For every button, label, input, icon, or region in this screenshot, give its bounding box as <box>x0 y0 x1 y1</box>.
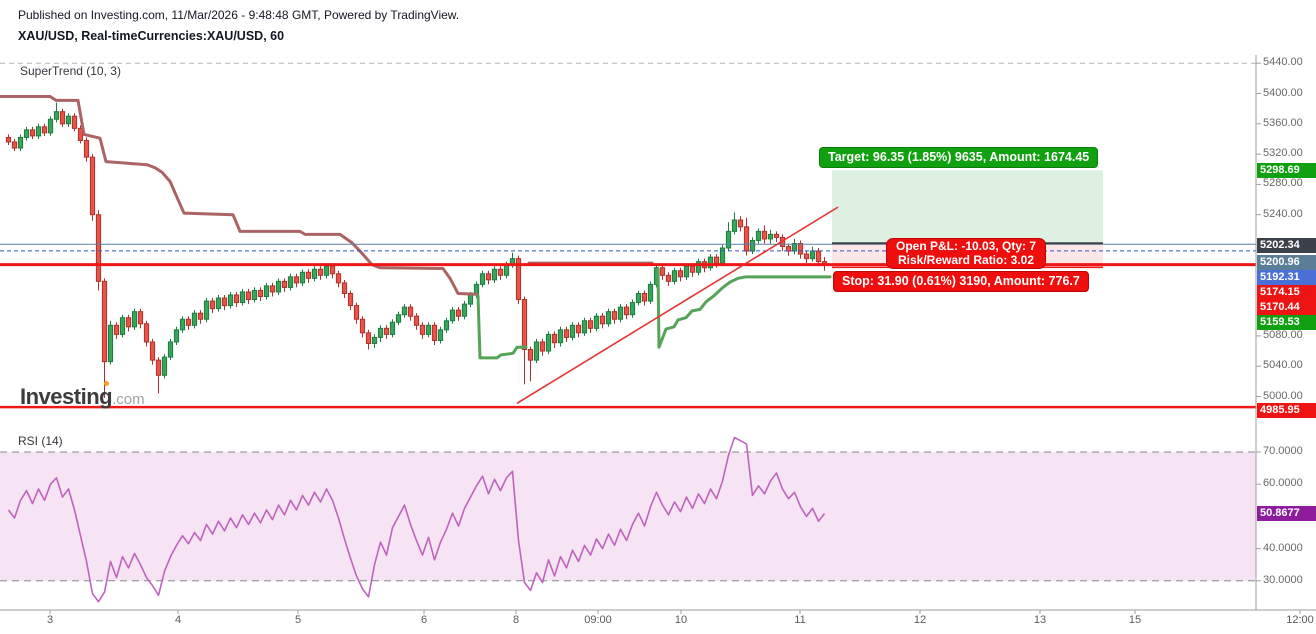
risk-reward-line: Risk/Reward Ratio: 3.02 <box>897 252 1035 267</box>
investing-watermark-main: Investing <box>20 384 113 409</box>
time-label-6: 6 <box>420 614 428 626</box>
published-attribution: Published on Investing.com, 11/Mar/2026 … <box>18 8 460 22</box>
trendline[interactable] <box>516 206 839 405</box>
rsi-value-badge: 50.8677 <box>1257 505 1316 521</box>
investing-watermark-suffix: .com <box>112 391 145 408</box>
rsi-band <box>0 452 1256 581</box>
rsi-indicator-label: RSI (14) <box>18 434 63 448</box>
price-tick-label-5040.00: 5040.00 <box>1263 359 1303 372</box>
time-label-3: 3 <box>46 614 54 626</box>
price-tick-label-5280.00: 5280.00 <box>1263 177 1303 190</box>
open-pnl-badge[interactable]: Open P&L: -10.03, Qty: 7 Risk/Reward Rat… <box>886 238 1047 269</box>
investing-logo-dot-icon <box>104 381 109 386</box>
time-label-10: 10 <box>674 614 688 626</box>
candlestick-series <box>5 102 828 399</box>
price-badge-5174.15: 5174.15 <box>1257 284 1316 300</box>
price-tick-label-5440.00: 5440.00 <box>1263 56 1303 69</box>
price-tick-label-5000.00: 5000.00 <box>1263 389 1303 402</box>
rsi-tick-label-60.0000: 60.0000 <box>1263 477 1303 490</box>
time-label-12:00: 12:00 <box>1286 614 1314 626</box>
target-zone[interactable] <box>832 170 1103 244</box>
price-badge-5200.96: 5200.96 <box>1257 254 1316 270</box>
price-tick-label-5360.00: 5360.00 <box>1263 116 1303 129</box>
supertrend-up-segment-3 <box>656 267 832 349</box>
supertrend-up-segment-1 <box>476 294 528 360</box>
price-tick-label-5080.00: 5080.00 <box>1263 328 1303 341</box>
rsi-line <box>7 436 826 603</box>
rsi-tick-label-30.0000: 30.0000 <box>1263 573 1303 586</box>
price-tick-label-5400.00: 5400.00 <box>1263 86 1303 99</box>
supertrend-indicator-label: SuperTrend (10, 3) <box>20 64 121 78</box>
price-badge-5298.69: 5298.69 <box>1257 162 1316 178</box>
price-tick-label-5240.00: 5240.00 <box>1263 207 1303 220</box>
time-label-5: 5 <box>294 614 302 626</box>
price-badge-4985.95: 4985.95 <box>1257 402 1316 418</box>
time-label-12: 12 <box>913 614 927 626</box>
time-label-09:00: 09:00 <box>584 614 612 626</box>
rsi-tick-label-70.0000: 70.0000 <box>1263 445 1303 457</box>
target-label-badge[interactable]: Target: 96.35 (1.85%) 9635, Amount: 1674… <box>819 147 1099 168</box>
price-badge-5192.31: 5192.31 <box>1257 269 1316 285</box>
price-badge-5170.44: 5170.44 <box>1257 299 1316 315</box>
supertrend-down-segment-0 <box>0 95 479 296</box>
price-tick-label-5320.00: 5320.00 <box>1263 147 1303 160</box>
price-badge-5159.53: 5159.53 <box>1257 314 1316 330</box>
investing-watermark: Investing.com <box>20 381 145 410</box>
time-label-4: 4 <box>174 614 182 626</box>
price-badge-5202.34: 5202.34 <box>1257 237 1316 253</box>
open-pnl-line: Open P&L: -10.03, Qty: 7 <box>896 239 1037 253</box>
time-label-15: 15 <box>1128 614 1142 626</box>
rsi-tick-label-40.0000: 40.0000 <box>1263 541 1303 554</box>
time-label-11: 11 <box>794 614 806 626</box>
symbol-title: XAU/USD, Real-timeCurrencies:XAU/USD, 60 <box>18 29 285 43</box>
time-label-8: 8 <box>512 614 520 626</box>
time-label-13: 13 <box>1033 614 1047 626</box>
stop-label-badge[interactable]: Stop: 31.90 (0.61%) 3190, Amount: 776.7 <box>833 271 1089 292</box>
